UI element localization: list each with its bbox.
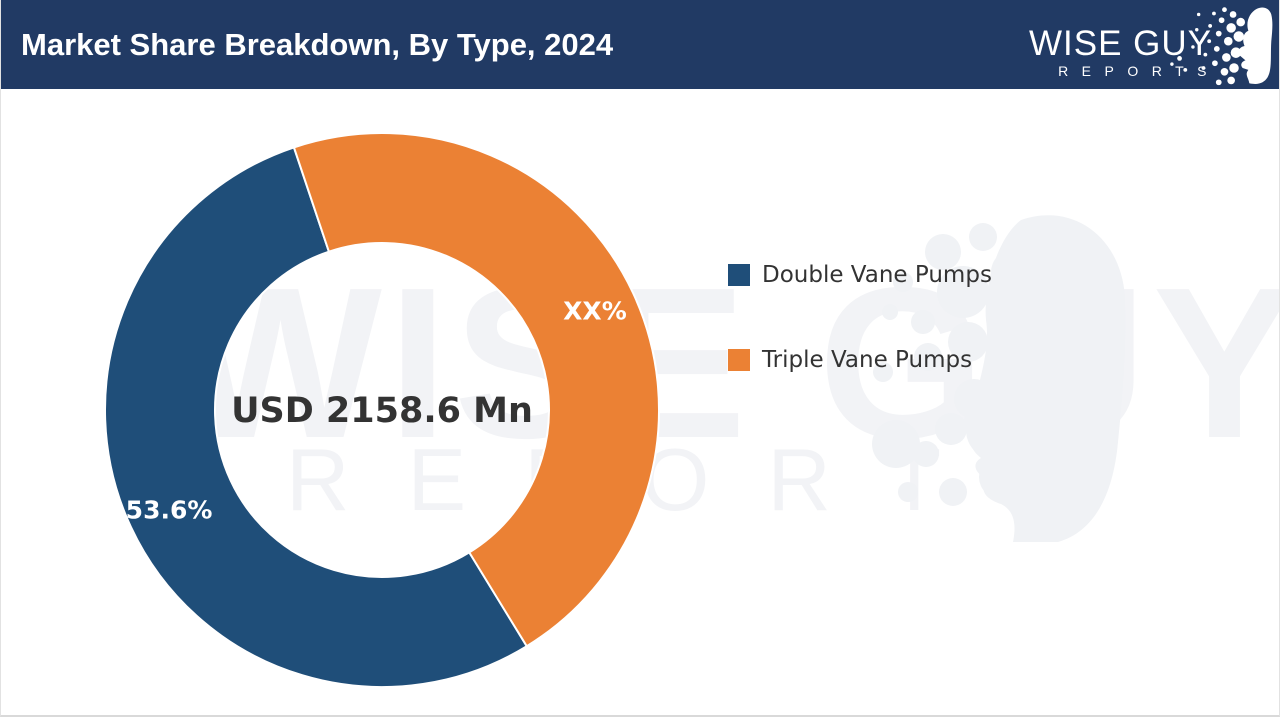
slice-percentage-label: XX%	[563, 297, 627, 326]
donut-slice	[104, 146, 529, 688]
donut-chart: 53.6% XX% USD 2158.6 Mn	[104, 132, 660, 688]
legend-item: Double Vane Pumps	[728, 261, 992, 289]
header-bar: Market Share Breakdown, By Type, 2024 WI…	[1, 0, 1279, 89]
watermark-face	[872, 215, 1126, 543]
legend-label: Triple Vane Pumps	[762, 347, 973, 373]
legend-item: Triple Vane Pumps	[728, 346, 992, 374]
donut-center-value: USD 2158.6 Mn	[231, 391, 533, 431]
logo-subtext: REPORTS	[1058, 63, 1220, 79]
chart-title: Market Share Breakdown, By Type, 2024	[21, 26, 614, 62]
legend-swatch	[728, 264, 750, 286]
legend-label: Double Vane Pumps	[762, 262, 992, 288]
logo-face-icon	[1170, 7, 1273, 86]
chart-legend: Double Vane Pumps Triple Vane Pumps	[728, 261, 992, 374]
chart-area: WISE GUY REPORTS 53.6% XX% USD 2158.6 Mn D…	[1, 89, 1279, 715]
donut-slice	[292, 132, 660, 648]
legend-swatch	[728, 349, 750, 371]
slice-percentage-label: 53.6%	[126, 495, 213, 524]
